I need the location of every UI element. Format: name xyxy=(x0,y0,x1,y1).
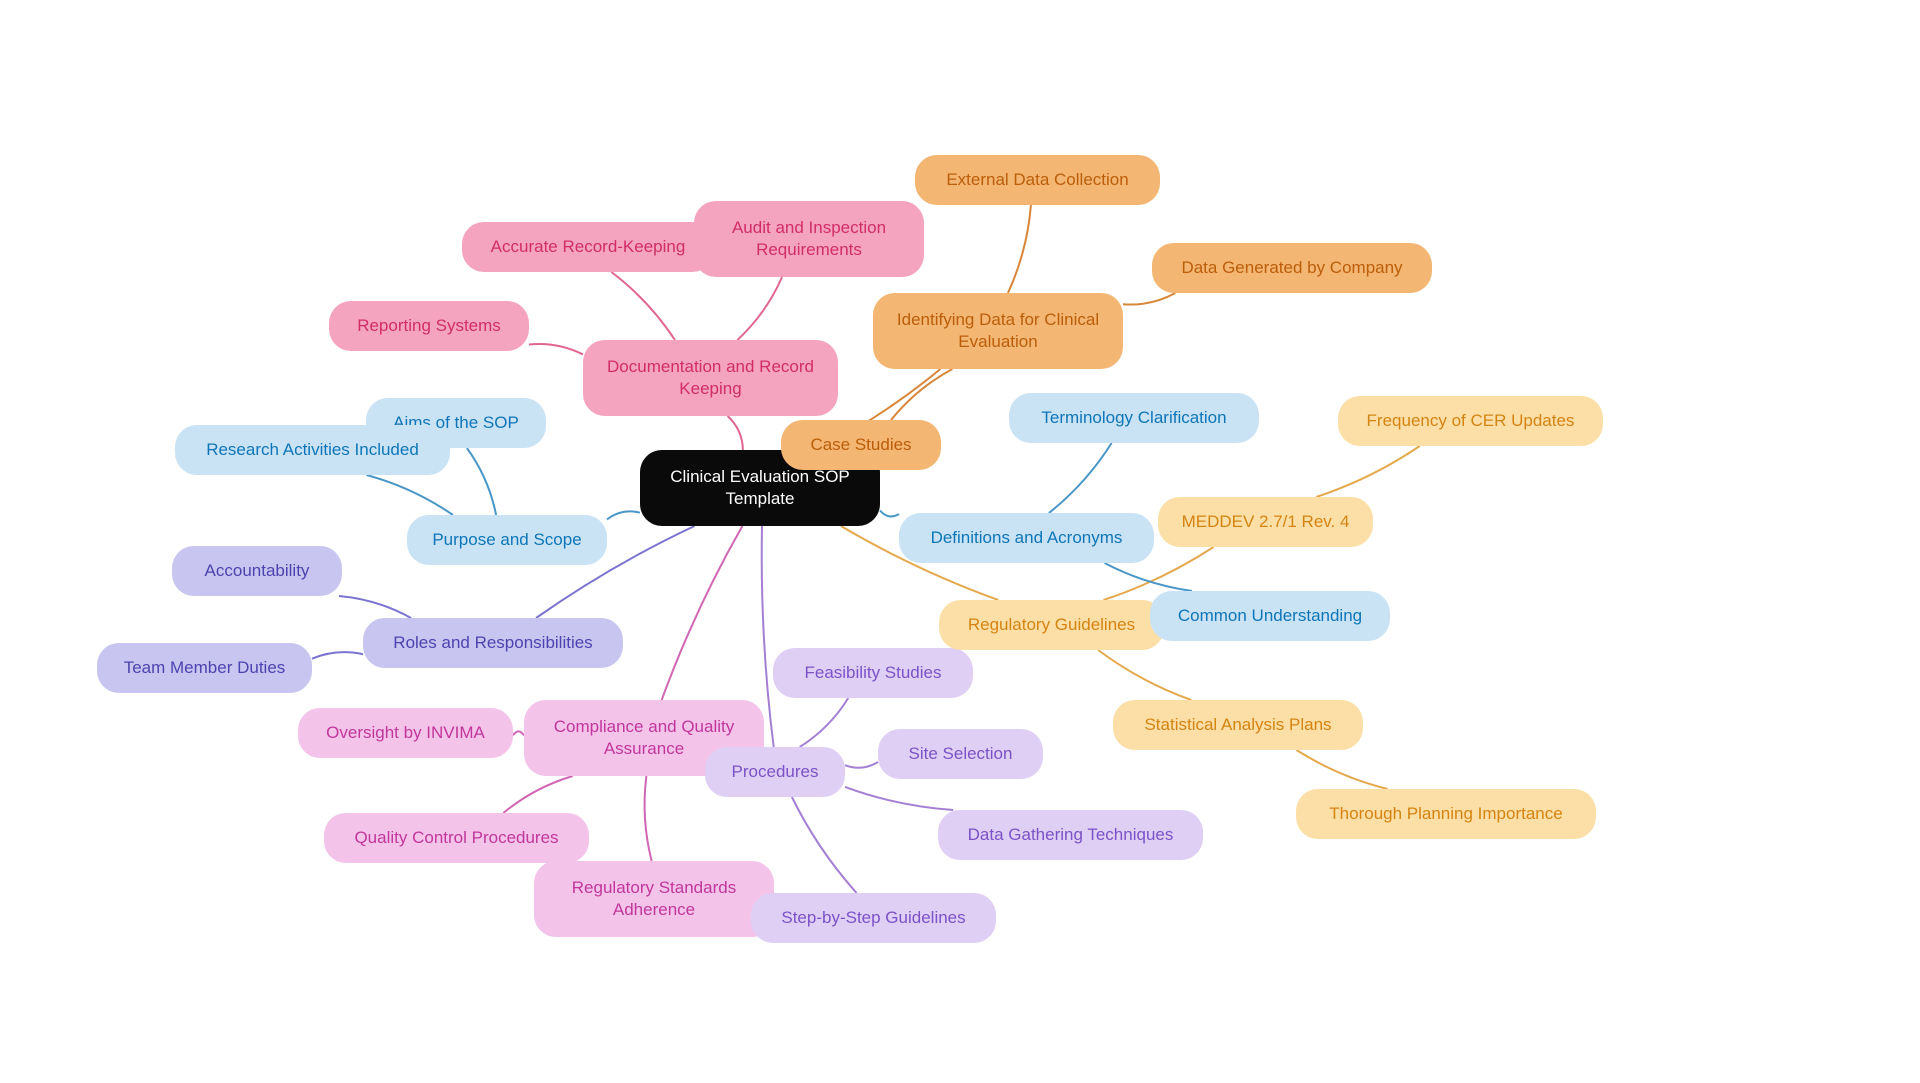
node-label: Statistical Analysis Plans xyxy=(1144,714,1331,736)
edge xyxy=(1049,443,1112,513)
node-label: Regulatory Guidelines xyxy=(968,614,1135,636)
edge xyxy=(662,526,743,700)
node-label: Quality Control Procedures xyxy=(354,827,558,849)
edge xyxy=(607,511,640,519)
node-term: Terminology Clarification xyxy=(1009,393,1259,443)
node-label: Accountability xyxy=(205,560,310,582)
node-thorough: Thorough Planning Importance xyxy=(1296,789,1596,839)
node-external: External Data Collection xyxy=(915,155,1160,205)
node-quality: Quality Control Procedures xyxy=(324,813,589,863)
node-datagather: Data Gathering Techniques xyxy=(938,810,1203,860)
node-roles: Roles and Responsibilities xyxy=(363,618,623,668)
node-label: Data Generated by Company xyxy=(1181,257,1402,279)
node-label: Step-by-Step Guidelines xyxy=(781,907,965,929)
node-label: Audit and Inspection Requirements xyxy=(716,217,902,261)
node-label: Common Understanding xyxy=(1178,605,1362,627)
edge xyxy=(728,416,743,450)
node-label: Frequency of CER Updates xyxy=(1367,410,1575,432)
node-label: Roles and Responsibilities xyxy=(393,632,592,654)
edge xyxy=(880,511,899,517)
node-invima: Oversight by INVIMA xyxy=(298,708,513,758)
edge xyxy=(1008,205,1031,293)
node-identifying: Identifying Data for Clinical Evaluation xyxy=(873,293,1123,369)
node-accurate: Accurate Record-Keeping xyxy=(462,222,714,272)
edge xyxy=(737,277,782,340)
edge xyxy=(1296,750,1387,789)
edge xyxy=(1316,446,1420,497)
node-datagen: Data Generated by Company xyxy=(1152,243,1432,293)
edge xyxy=(529,344,583,355)
node-label: Thorough Planning Importance xyxy=(1329,803,1562,825)
node-definitions: Definitions and Acronyms xyxy=(899,513,1154,563)
edge xyxy=(467,448,496,515)
edge xyxy=(367,475,453,515)
node-label: Accurate Record-Keeping xyxy=(491,236,686,258)
node-meddev: MEDDEV 2.7/1 Rev. 4 xyxy=(1158,497,1373,547)
edge xyxy=(645,776,652,861)
edge xyxy=(312,652,363,659)
node-regstd: Regulatory Standards Adherence xyxy=(534,861,774,937)
edge xyxy=(845,762,878,768)
node-label: Identifying Data for Clinical Evaluation xyxy=(895,309,1101,353)
node-regguidelines: Regulatory Guidelines xyxy=(939,600,1164,650)
edge xyxy=(845,787,953,810)
node-procedures: Procedures xyxy=(705,747,845,797)
node-team: Team Member Duties xyxy=(97,643,312,693)
edge xyxy=(503,776,572,813)
node-site: Site Selection xyxy=(878,729,1043,779)
node-label: Clinical Evaluation SOP Template xyxy=(662,466,858,510)
edge xyxy=(513,731,524,735)
edge xyxy=(339,596,411,618)
edge xyxy=(762,526,774,747)
node-label: Regulatory Standards Adherence xyxy=(556,877,752,921)
node-label: Procedures xyxy=(732,761,819,783)
node-step: Step-by-Step Guidelines xyxy=(751,893,996,943)
node-label: Case Studies xyxy=(810,434,911,456)
edge xyxy=(1123,293,1175,305)
edge xyxy=(1098,650,1191,700)
node-stat: Statistical Analysis Plans xyxy=(1113,700,1363,750)
node-label: MEDDEV 2.7/1 Rev. 4 xyxy=(1182,511,1350,533)
node-research: Research Activities Included xyxy=(175,425,450,475)
edge xyxy=(792,797,857,893)
node-doc: Documentation and Record Keeping xyxy=(583,340,838,416)
node-casestudies: Case Studies xyxy=(781,420,941,470)
node-audit: Audit and Inspection Requirements xyxy=(694,201,924,277)
node-account: Accountability xyxy=(172,546,342,596)
edge xyxy=(611,272,675,340)
edge xyxy=(891,369,952,420)
node-label: Reporting Systems xyxy=(357,315,501,337)
node-label: Team Member Duties xyxy=(124,657,286,679)
node-label: Research Activities Included xyxy=(206,439,419,461)
node-label: Oversight by INVIMA xyxy=(326,722,485,744)
node-label: Data Gathering Techniques xyxy=(968,824,1174,846)
node-freq: Frequency of CER Updates xyxy=(1338,396,1603,446)
node-label: Documentation and Record Keeping xyxy=(605,356,816,400)
node-reporting: Reporting Systems xyxy=(329,301,529,351)
node-label: Definitions and Acronyms xyxy=(931,527,1123,549)
node-feasibility: Feasibility Studies xyxy=(773,648,973,698)
edge xyxy=(800,698,849,747)
node-label: Purpose and Scope xyxy=(432,529,581,551)
node-purpose: Purpose and Scope xyxy=(407,515,607,565)
node-label: External Data Collection xyxy=(946,169,1128,191)
node-label: Feasibility Studies xyxy=(804,662,941,684)
node-label: Site Selection xyxy=(909,743,1013,765)
node-common: Common Understanding xyxy=(1150,591,1390,641)
node-label: Terminology Clarification xyxy=(1041,407,1226,429)
